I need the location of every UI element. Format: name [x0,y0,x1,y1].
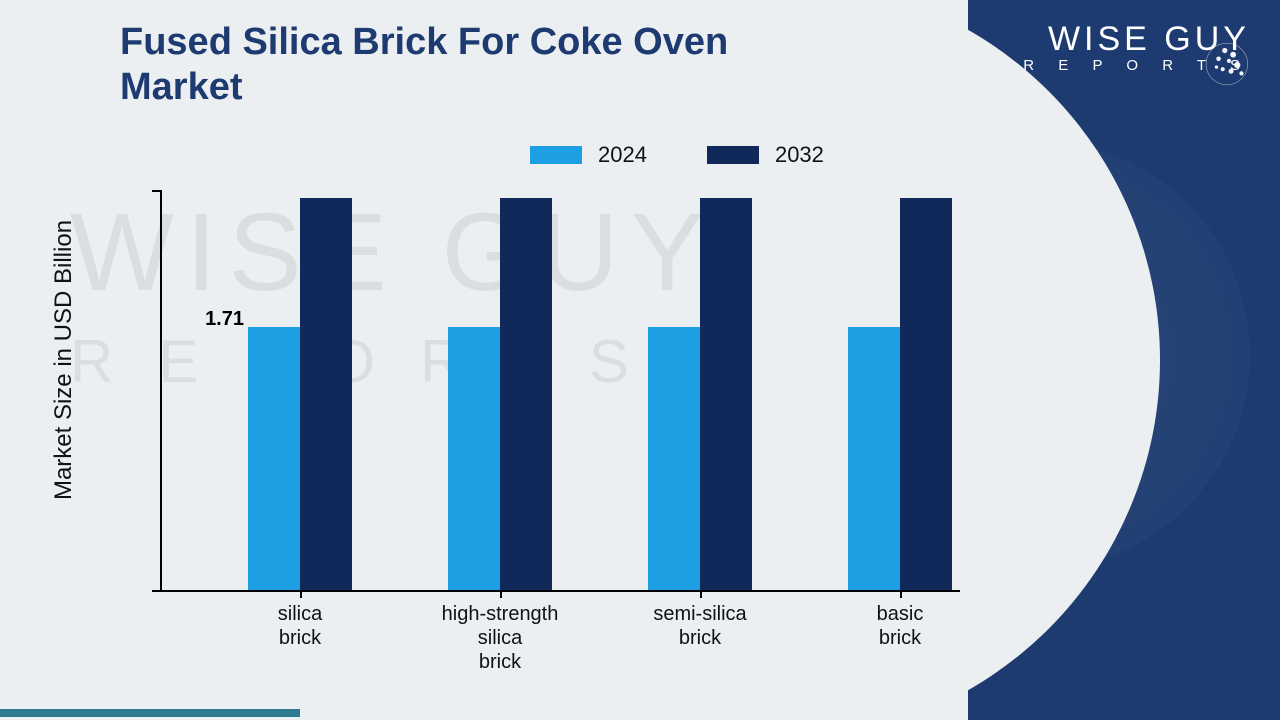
legend-swatch-2032 [707,146,759,164]
page-root: WISE GUY R E P O R T S Fused Silica Bric… [0,0,1280,720]
logo-head-icon [1204,38,1256,90]
chart-legend: 2024 2032 [530,142,824,168]
category-label: basicbrick [820,602,980,650]
legend-label-2032: 2032 [775,142,824,168]
y-axis-line [160,190,162,590]
bar [448,327,500,590]
bar [300,198,352,590]
value-label: 1.71 [198,308,244,331]
bar [848,327,900,590]
category-label: semi-silicabrick [620,602,780,650]
legend-item-2024: 2024 [530,142,647,168]
bar-chart: silicabrickhigh-strengthsilicabricksemi-… [100,190,960,590]
legend-swatch-2024 [530,146,582,164]
x-tick [500,590,502,598]
y-tick [152,190,160,192]
bar [248,327,300,590]
bar [700,198,752,590]
legend-item-2032: 2032 [707,142,824,168]
bar [500,198,552,590]
category-label: high-strengthsilicabrick [420,602,580,674]
legend-label-2024: 2024 [598,142,647,168]
y-axis-label: Market Size in USD Billion [50,145,78,575]
bar [900,198,952,590]
brand-logo: WISE GUY R E P O R T S [1023,20,1250,74]
bottom-accent-bar [0,709,300,717]
y-tick [152,590,160,592]
chart-title: Fused Silica Brick For Coke Oven Market [120,20,800,110]
x-tick [900,590,902,598]
category-label: silicabrick [220,602,380,650]
bar [648,327,700,590]
x-tick [300,590,302,598]
x-tick [700,590,702,598]
x-axis-line [160,590,960,592]
